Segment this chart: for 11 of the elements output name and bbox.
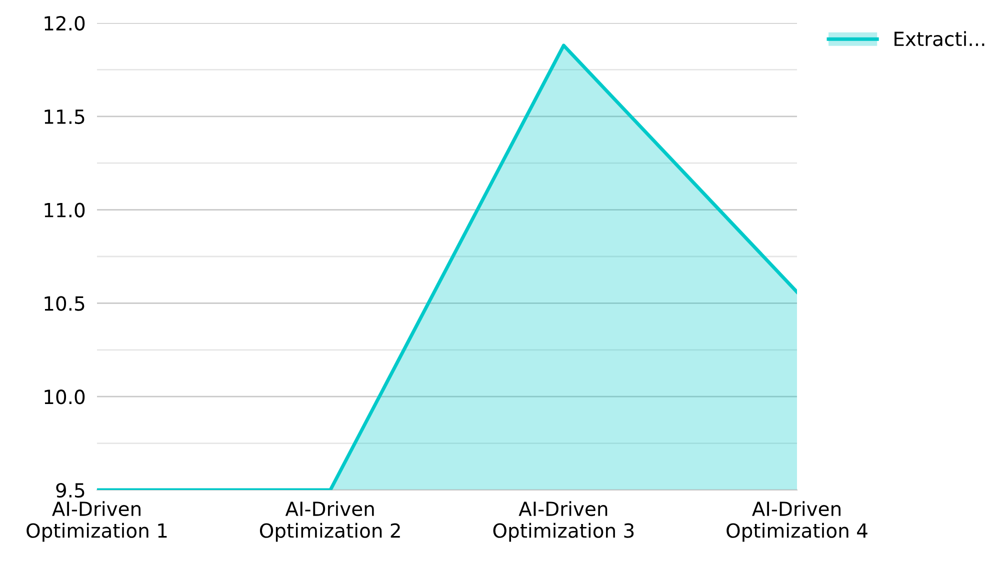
x-tick-label: AI-Driven Optimization 2 [260,501,400,542]
y-tick-label: 10.0 [44,390,85,404]
legend-label: Extracti... [894,31,984,46]
y-tick-label: 10.5 [44,296,84,311]
y-tick-label: 11.5 [44,110,84,124]
y-tick-label: 9.5 [56,482,84,498]
x-tick-label: AI-Driven Optimization 3 [493,501,634,542]
x-tick-label: AI-Driven Optimization 4 [726,501,868,542]
y-tick-label: 11.0 [44,202,85,218]
y-tick-label: 12.0 [44,16,85,31]
x-tick-label: AI-Driven Optimization 1 [26,501,167,542]
